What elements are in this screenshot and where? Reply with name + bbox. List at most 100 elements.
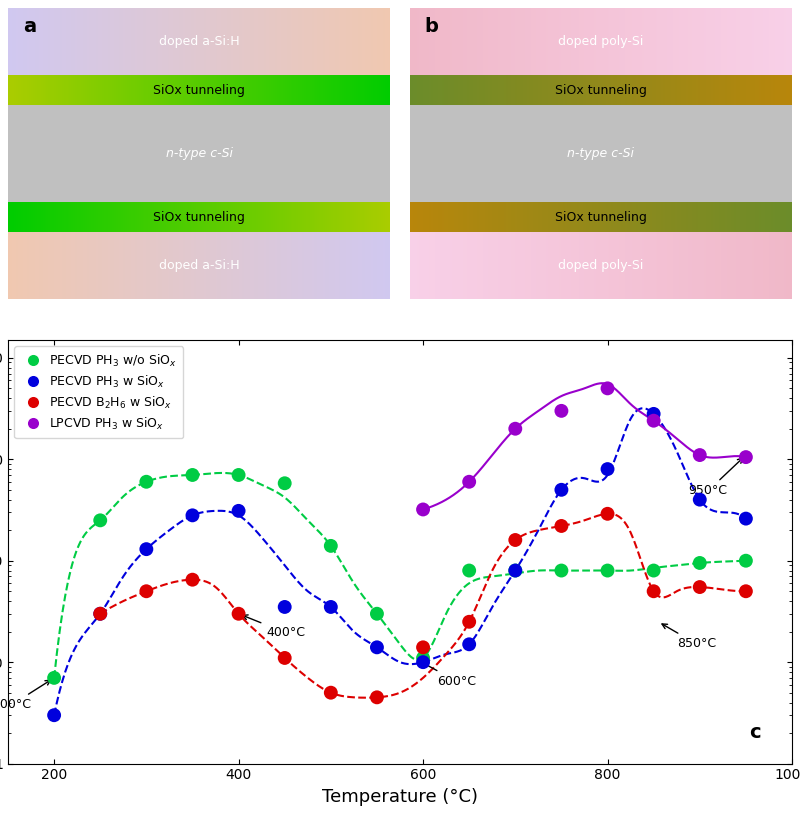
Bar [485, 8, 486, 75]
Bar [419, 232, 421, 299]
Bar [698, 202, 700, 232]
Bar [77, 105, 79, 202]
Bar [212, 232, 214, 299]
Bar [729, 232, 730, 299]
Bar [733, 232, 734, 299]
Bar [179, 202, 181, 232]
Bar [688, 105, 690, 202]
Bar [267, 75, 270, 105]
Bar [665, 105, 667, 202]
Bar [575, 202, 577, 232]
Bar [588, 75, 590, 105]
Bar [93, 105, 94, 202]
Bar [681, 75, 682, 105]
Bar [300, 232, 302, 299]
Bar [415, 75, 418, 105]
Bar [90, 232, 93, 299]
Bar [375, 8, 377, 75]
Text: n-type c-Si: n-type c-Si [567, 147, 634, 160]
Bar [70, 202, 71, 232]
Bar [214, 232, 215, 299]
Bar [567, 8, 569, 75]
Bar [504, 75, 506, 105]
Bar [738, 8, 740, 75]
Bar [506, 232, 507, 299]
Bar [14, 105, 16, 202]
Bar [717, 75, 719, 105]
Bar [784, 75, 786, 105]
Bar [725, 8, 726, 75]
Bar [525, 105, 526, 202]
Bar [133, 75, 135, 105]
Bar [578, 105, 581, 202]
Bar [110, 105, 112, 202]
Bar [606, 105, 607, 202]
Bar [77, 232, 79, 299]
Bar [298, 202, 300, 232]
Bar [354, 75, 356, 105]
Bar [655, 202, 658, 232]
Bar [490, 105, 492, 202]
Bar [110, 202, 112, 232]
Bar [242, 202, 244, 232]
Bar [148, 75, 150, 105]
Bar [446, 232, 448, 299]
Text: n-type c-Si: n-type c-Si [166, 147, 233, 160]
Bar [106, 8, 108, 75]
Bar [379, 105, 381, 202]
Bar [514, 202, 515, 232]
Bar [515, 232, 517, 299]
Bar [481, 75, 482, 105]
Bar [194, 232, 196, 299]
Bar [16, 75, 18, 105]
Bar [356, 232, 358, 299]
Bar [156, 105, 158, 202]
Bar [175, 202, 177, 232]
Bar [684, 232, 686, 299]
Bar [496, 232, 498, 299]
Bar [504, 202, 506, 232]
Bar [517, 8, 519, 75]
Bar [118, 8, 119, 75]
Bar [66, 105, 67, 202]
Bar [293, 202, 294, 232]
Bar [563, 8, 566, 75]
Bar [152, 232, 154, 299]
Bar [765, 232, 767, 299]
Bar [102, 232, 104, 299]
Bar [377, 232, 379, 299]
Bar [222, 8, 223, 75]
Bar [746, 202, 748, 232]
Bar [490, 75, 492, 105]
Bar [626, 202, 629, 232]
Bar [319, 75, 322, 105]
Bar [327, 202, 329, 232]
Bar [573, 202, 575, 232]
Bar [12, 232, 14, 299]
Bar [638, 105, 640, 202]
Bar [606, 8, 607, 75]
Bar [707, 75, 710, 105]
Bar [325, 202, 327, 232]
Bar [93, 232, 94, 299]
Bar [23, 232, 26, 299]
Bar [85, 232, 86, 299]
Bar [726, 232, 729, 299]
Bar [166, 105, 167, 202]
Bar [58, 232, 60, 299]
Bar [554, 8, 556, 75]
Bar [267, 105, 270, 202]
Bar [219, 8, 222, 75]
Bar [206, 232, 208, 299]
Bar [12, 75, 14, 105]
Bar [8, 75, 10, 105]
Bar [142, 202, 145, 232]
Bar [540, 202, 542, 232]
Bar [342, 105, 344, 202]
Bar [715, 105, 717, 202]
Bar [185, 202, 186, 232]
Bar [634, 232, 636, 299]
Bar [634, 105, 636, 202]
Bar [38, 232, 41, 299]
Bar [769, 75, 771, 105]
